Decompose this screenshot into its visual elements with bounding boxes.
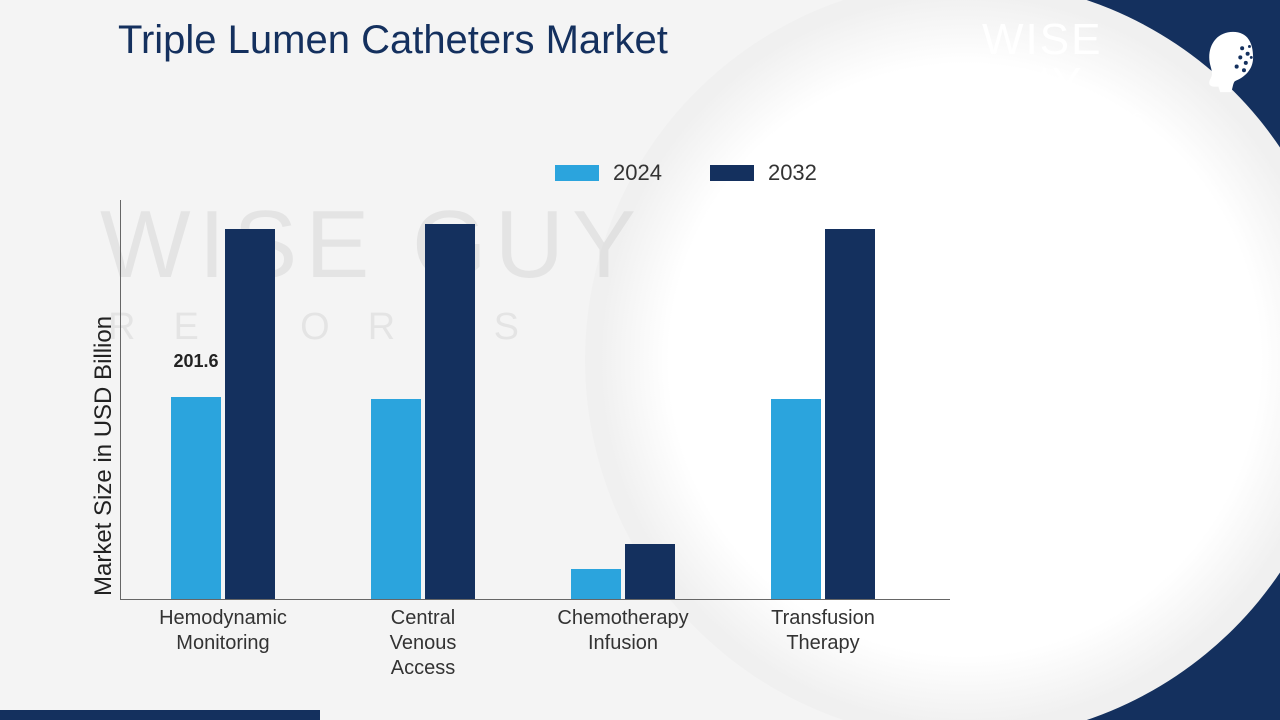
bar-2024 [771, 399, 821, 599]
bar-group [571, 199, 675, 599]
category-label: HemodynamicMonitoring [131, 606, 315, 656]
bar-2032 [825, 229, 875, 599]
bar-2024 [571, 569, 621, 599]
y-axis-label: Market Size in USD Billion [90, 316, 118, 596]
chart: Market Size in USD Billion 201.6Hemodyna… [120, 200, 950, 700]
category-label: CentralVenousAccess [331, 606, 515, 681]
brand-logo-text: WISE GUY [982, 18, 1198, 106]
category-label: ChemotherapyInfusion [531, 606, 715, 656]
bar-2024 [171, 397, 221, 599]
brand-logo-sub: REPORTS [982, 110, 1262, 127]
bar-group [371, 199, 475, 599]
legend: 2024 2032 [555, 160, 817, 186]
legend-label: 2024 [613, 160, 662, 186]
category-label: TransfusionTherapy [731, 606, 915, 656]
legend-label: 2032 [768, 160, 817, 186]
legend-item: 2032 [710, 160, 817, 186]
page-title: Triple Lumen Catheters Market [118, 18, 668, 63]
legend-swatch [710, 165, 754, 181]
bar-2032 [225, 229, 275, 599]
bottom-accent-bar [0, 710, 320, 720]
bar-group [771, 199, 875, 599]
page-root: WISE GUY REPORTS WISE GUY REPORTS Triple… [0, 0, 1280, 720]
legend-item: 2024 [555, 160, 662, 186]
head-silhouette-icon [1204, 30, 1262, 94]
bar-value-label: 201.6 [173, 351, 218, 372]
bar-2032 [425, 224, 475, 599]
brand-logo-main: WISE GUY [982, 18, 1262, 106]
bar-2024 [371, 399, 421, 599]
bar-group: 201.6 [171, 199, 275, 599]
brand-logo: WISE GUY REPORTS [982, 18, 1262, 110]
plot-area: 201.6HemodynamicMonitoringCentralVenousA… [120, 200, 950, 600]
legend-swatch [555, 165, 599, 181]
bar-2032 [625, 544, 675, 599]
